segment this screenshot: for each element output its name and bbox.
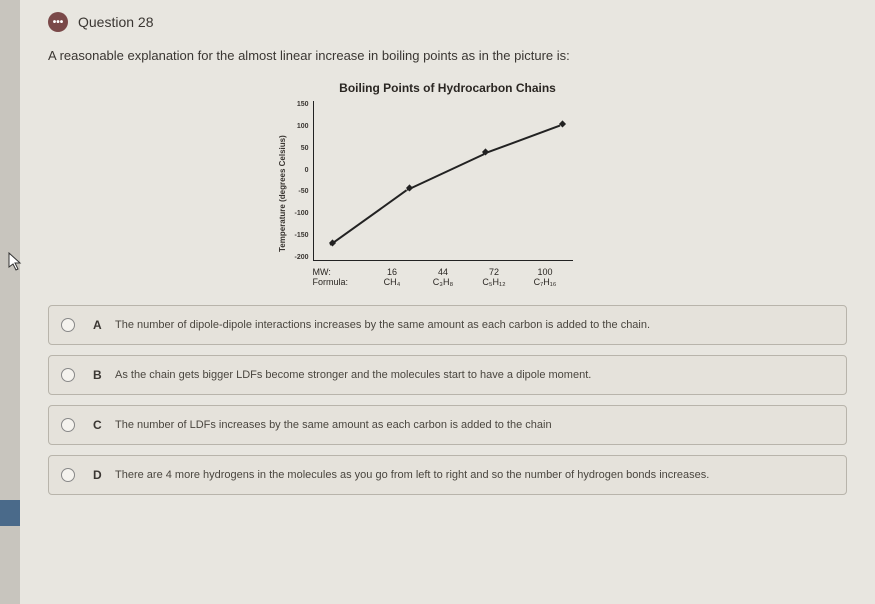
answer-text: There are 4 more hydrogens in the molecu… bbox=[115, 468, 709, 483]
chart-ylabel: Temperature (degrees Celsius) bbox=[278, 124, 287, 264]
chart-yticks: 150100500-50-100-150-200 bbox=[291, 101, 313, 261]
chart-line-segment bbox=[329, 189, 406, 245]
answer-letter: A bbox=[93, 318, 115, 332]
chart-line-segment bbox=[406, 153, 483, 190]
xaxis-value: C₃H₈ bbox=[418, 277, 469, 287]
chart-container: Boiling Points of Hydrocarbon Chains Tem… bbox=[278, 81, 618, 287]
xaxis-value: 16 bbox=[367, 267, 418, 277]
answer-letter: C bbox=[93, 418, 115, 432]
question-icon: ••• bbox=[48, 12, 68, 32]
answer-text: The number of dipole-dipole interactions… bbox=[115, 318, 650, 333]
xaxis-value: CH₄ bbox=[367, 277, 418, 287]
answer-letter: D bbox=[93, 468, 115, 482]
answer-text: As the chain gets bigger LDFs become str… bbox=[115, 368, 591, 383]
answer-letter: B bbox=[93, 368, 115, 382]
sidebar-tab[interactable] bbox=[0, 500, 22, 526]
question-page: ••• Question 28 A reasonable explanation… bbox=[20, 0, 875, 604]
answer-option[interactable]: DThere are 4 more hydrogens in the molec… bbox=[48, 455, 847, 495]
answer-text: The number of LDFs increases by the same… bbox=[115, 418, 552, 433]
question-prompt: A reasonable explanation for the almost … bbox=[48, 48, 847, 63]
answer-option[interactable]: AThe number of dipole-dipole interaction… bbox=[48, 305, 847, 345]
chart-xaxis-row: Formula:CH₄C₃H₈C₅H₁₂C₇H₁₆ bbox=[313, 277, 573, 287]
chart-xaxis-row: MW:164472100 bbox=[313, 267, 573, 277]
radio-button[interactable] bbox=[61, 368, 75, 382]
chart-line-segment bbox=[483, 125, 560, 155]
radio-button[interactable] bbox=[61, 468, 75, 482]
answer-option[interactable]: CThe number of LDFs increases by the sam… bbox=[48, 405, 847, 445]
chart-title: Boiling Points of Hydrocarbon Chains bbox=[278, 81, 618, 95]
xaxis-value: C₇H₁₆ bbox=[520, 277, 571, 287]
chart-xaxis: MW:164472100Formula:CH₄C₃H₈C₅H₁₂C₇H₁₆ bbox=[313, 267, 573, 287]
radio-button[interactable] bbox=[61, 318, 75, 332]
xaxis-value: 100 bbox=[520, 267, 571, 277]
question-header: ••• Question 28 bbox=[48, 12, 847, 32]
xaxis-value: 72 bbox=[469, 267, 520, 277]
xaxis-label: MW: bbox=[313, 267, 367, 277]
xaxis-value: C₅H₁₂ bbox=[469, 277, 520, 287]
cursor-icon bbox=[8, 252, 24, 272]
radio-button[interactable] bbox=[61, 418, 75, 432]
question-number: Question 28 bbox=[78, 14, 154, 30]
answer-option[interactable]: BAs the chain gets bigger LDFs become st… bbox=[48, 355, 847, 395]
xaxis-label: Formula: bbox=[313, 277, 367, 287]
chart-data-point bbox=[559, 120, 566, 127]
xaxis-value: 44 bbox=[418, 267, 469, 277]
chart-plot bbox=[313, 101, 573, 261]
answer-list: AThe number of dipole-dipole interaction… bbox=[48, 305, 847, 495]
